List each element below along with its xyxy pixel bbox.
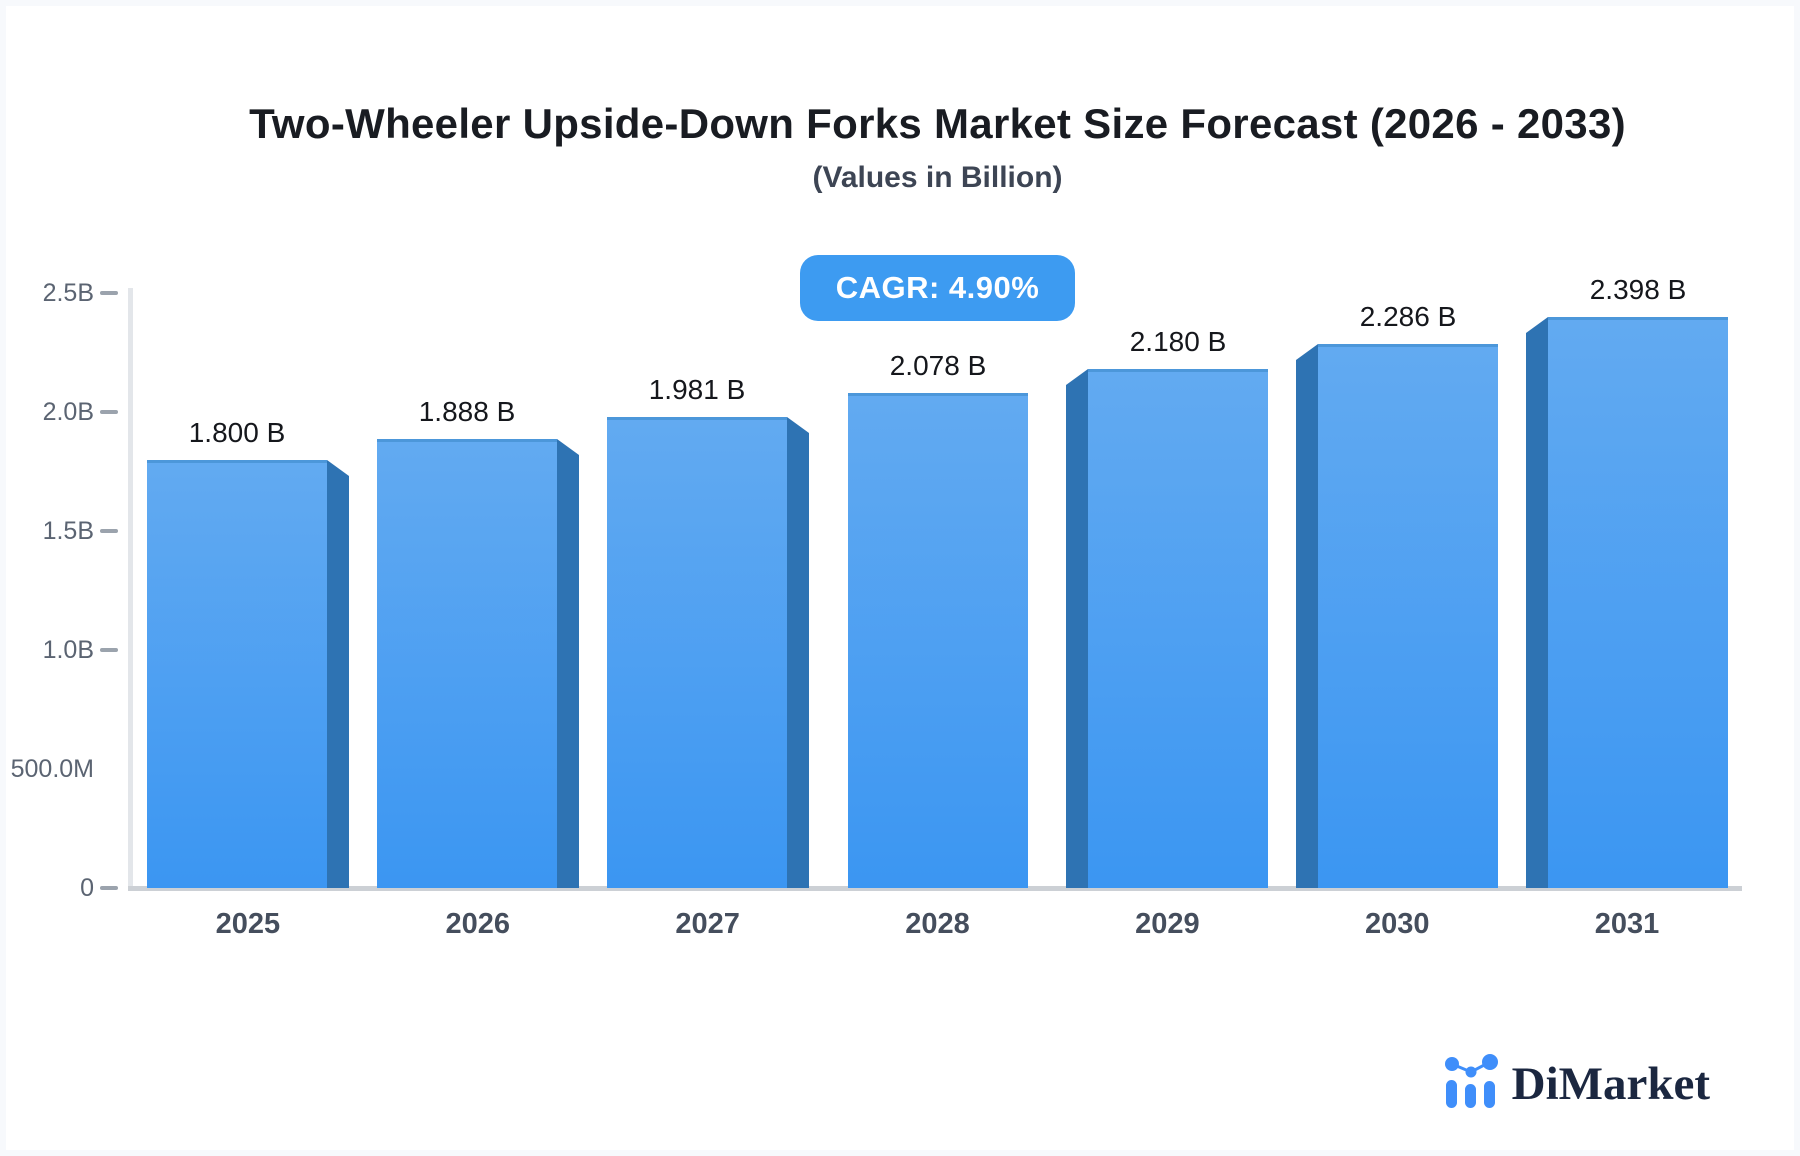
- bar-2029: [1066, 369, 1268, 888]
- page-title: Two-Wheeler Upside-Down Forks Market Siz…: [249, 100, 1626, 147]
- x-axis-label-2027: 2027: [675, 908, 740, 940]
- bar-side-2025: [327, 460, 349, 888]
- bar-2027: [607, 417, 809, 888]
- value-label-2026: 1.888 B: [418, 396, 516, 427]
- bar-front-2026: [377, 439, 557, 888]
- bar-2030: [1296, 344, 1498, 888]
- bar-2025: [147, 460, 349, 888]
- bar-2031: [1526, 317, 1728, 888]
- y-tick-label: 0: [80, 874, 94, 902]
- bar-side-2027: [787, 417, 809, 888]
- cagr-badge-band: CAGR: 4.90%: [133, 255, 1742, 321]
- dimarket-chart-icon: [1442, 1054, 1500, 1108]
- bar-front-2025: [147, 460, 327, 888]
- y-tick-mark: [100, 648, 118, 652]
- bar-front-2030: [1318, 344, 1498, 888]
- value-label-2028: 2.078 B: [889, 350, 987, 381]
- bar-2026: [377, 439, 579, 888]
- value-label-2025: 1.800 B: [188, 417, 286, 448]
- bar-side-2031: [1526, 317, 1548, 888]
- bar-front-2027: [607, 417, 787, 888]
- brand-logo: DiMarket: [1442, 1054, 1710, 1108]
- x-axis-label-2029: 2029: [1135, 908, 1200, 940]
- y-tick-mark: [100, 886, 118, 890]
- value-label-2027: 1.981 B: [648, 374, 746, 405]
- x-axis-label-2031: 2031: [1594, 908, 1660, 940]
- value-label-2029: 2.180 B: [1129, 326, 1227, 357]
- bar-front-2029: [1088, 369, 1268, 888]
- cagr-badge: CAGR: 4.90%: [799, 255, 1076, 321]
- y-tick-label: 500.0M: [10, 755, 94, 783]
- bar-front-2031: [1548, 317, 1728, 888]
- bar-side-2026: [557, 439, 579, 888]
- y-tick-label: 1.5B: [42, 517, 94, 545]
- value-label-2030: 2.286 B: [1359, 301, 1457, 332]
- x-axis-label-2028: 2028: [905, 908, 970, 940]
- value-label-2031: 2.398 B: [1589, 274, 1687, 305]
- page-subtitle: (Values in Billion): [812, 161, 1063, 194]
- y-tick-label: 2.0B: [42, 398, 94, 426]
- x-axis-label-2026: 2026: [445, 908, 511, 940]
- y-tick-label: 2.5B: [42, 279, 94, 307]
- y-tick-mark: [100, 529, 118, 533]
- y-tick-mark: [100, 291, 118, 295]
- y-tick-mark: [100, 410, 118, 414]
- x-axis-baseline: [128, 886, 1742, 891]
- bar-side-2030: [1296, 344, 1318, 888]
- x-axis-label-2030: 2030: [1364, 908, 1430, 940]
- bar-front-2028: [848, 393, 1028, 888]
- y-axis-line: [128, 288, 133, 886]
- brand-name: DiMarket: [1511, 1058, 1710, 1110]
- x-axis-label-2025: 2025: [215, 908, 281, 940]
- bar-2028: [848, 393, 1028, 888]
- bar-side-2029: [1066, 369, 1088, 888]
- y-tick-label: 1.0B: [42, 636, 94, 664]
